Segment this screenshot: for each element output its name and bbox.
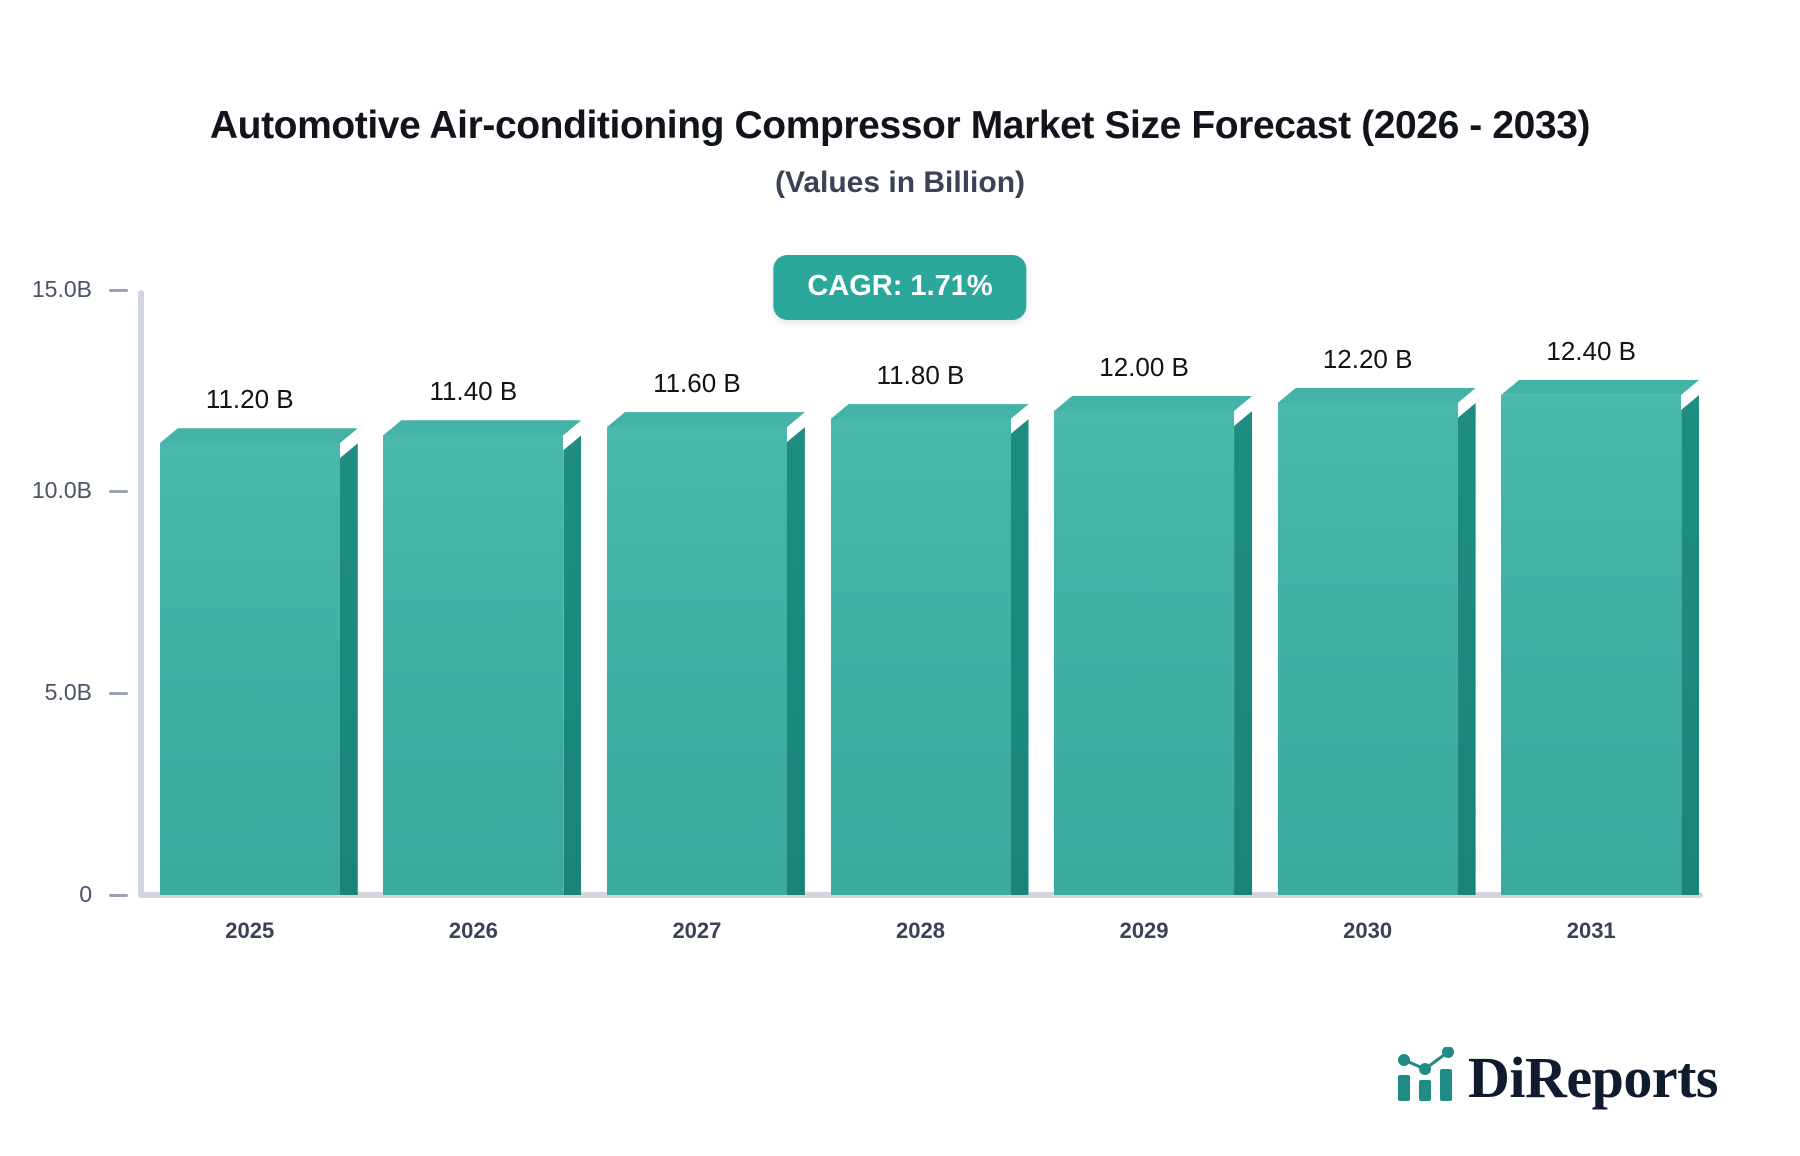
x-axis-label: 2026 [448, 918, 498, 943]
bar-top-face [160, 428, 358, 443]
bar-value-label: 11.60 B [653, 368, 741, 399]
x-axis-label: 2030 [1343, 918, 1393, 943]
bar-body [383, 435, 582, 895]
y-axis-tick-mark [109, 691, 128, 695]
bar-body [606, 427, 805, 895]
bar-value-label: 11.80 B [876, 360, 965, 391]
bar-front-face [159, 443, 340, 895]
x-axis-label: 2031 [1566, 918, 1616, 943]
bar-side-face [1234, 411, 1253, 895]
bar-front-face [383, 435, 564, 895]
bar-body [830, 419, 1029, 895]
bar-top-face [831, 404, 1029, 419]
bar-front-face [1054, 411, 1235, 895]
bar-top-face [383, 420, 581, 435]
bar-body [1277, 402, 1476, 895]
bar-body [1501, 394, 1700, 895]
y-axis-tick-label: 10.0B [31, 477, 92, 504]
x-axis-label: 2029 [1119, 918, 1169, 943]
bar-side-face [1681, 394, 1700, 895]
y-axis-line [138, 290, 144, 895]
x-axis-label: 2028 [896, 918, 945, 943]
bar-top-face [607, 412, 805, 427]
bar[interactable]: 11.40 B [383, 376, 582, 895]
y-axis-tick-label: 0 [79, 880, 92, 907]
plot-area: 11.20 B 11.40 B 11.60 B 11.80 B 12.00 B 12.20… [138, 290, 1703, 898]
bar-body [1054, 411, 1253, 895]
bar-top-face [1054, 396, 1252, 411]
bar[interactable]: 11.20 B [159, 384, 358, 895]
bar-value-label: 12.20 B [1322, 343, 1413, 374]
bar-side-face [786, 427, 805, 895]
bar-side-face [339, 443, 358, 895]
bar-side-face [1010, 419, 1029, 895]
y-axis-tick-mark [109, 288, 128, 292]
bar-front-face [606, 427, 787, 895]
bar-top-face [1501, 380, 1699, 395]
direports-logo: DiReports [1396, 1044, 1719, 1110]
bar-value-label: 11.40 B [429, 376, 518, 407]
bar-body [159, 443, 358, 895]
bar-side-face [1457, 402, 1476, 895]
cagr-badge: CAGR: 1.71% [773, 255, 1027, 320]
bar[interactable]: 12.20 B [1277, 344, 1476, 895]
bar[interactable]: 12.00 B [1054, 352, 1253, 895]
bar-front-face [830, 419, 1011, 895]
bar-series: 11.20 B 11.40 B 11.60 B 11.80 B 12.00 B 12.20… [138, 290, 1703, 895]
logo-wordmark: DiReports [1467, 1044, 1719, 1110]
y-axis-tick-label: 5.0B [44, 678, 92, 705]
chart-title: Automotive Air-conditioning Compressor M… [209, 104, 1591, 147]
bar-top-face [1278, 388, 1476, 403]
bar[interactable]: 11.80 B [830, 360, 1029, 895]
bar-value-label: 12.00 B [1099, 352, 1189, 382]
y-axis-tick-mark [109, 490, 128, 494]
bar-value-label: 11.20 B [205, 384, 294, 415]
x-axis-line [138, 892, 1703, 898]
x-axis-label: 2025 [225, 918, 275, 943]
bar-chart-icon [1396, 1046, 1458, 1108]
chart-subtitle: (Values in Billion) [774, 166, 1026, 199]
bar-front-face [1277, 402, 1458, 895]
y-axis-tick-label: 15.0B [31, 275, 92, 302]
bar-side-face [563, 435, 582, 895]
bar[interactable]: 11.60 B [606, 368, 805, 895]
y-axis-tick-mark [109, 893, 128, 897]
bar[interactable]: 12.40 B [1501, 336, 1700, 895]
bar-front-face [1501, 394, 1682, 895]
bar-value-label: 12.40 B [1546, 335, 1637, 366]
x-axis-label: 2027 [672, 918, 722, 943]
